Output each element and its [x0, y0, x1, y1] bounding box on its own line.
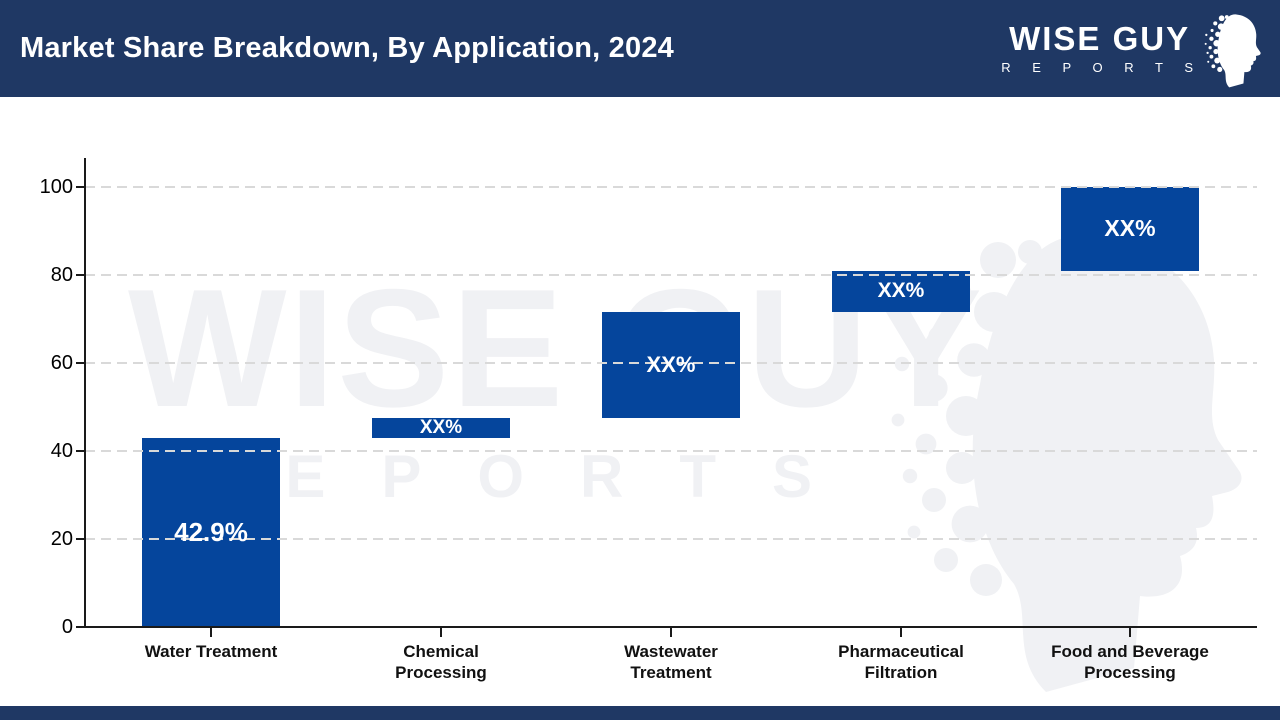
x-category-label-chemical-processing: Chemical Processing [326, 641, 556, 683]
x-tick-mark [670, 628, 672, 637]
bar-pharmaceutical-filtration [832, 270, 970, 313]
x-category-line: Wastewater [624, 642, 718, 661]
x-category-line: Processing [1084, 663, 1176, 682]
x-category-label-water-treatment: Water Treatment [96, 641, 326, 662]
brand-name: WISE GUY [1009, 20, 1191, 58]
y-tick-label: 80 [50, 264, 73, 286]
y-tick-mark [76, 186, 85, 188]
bar-food-and-beverage-processing [1061, 187, 1199, 271]
x-category-line: Processing [395, 663, 487, 682]
y-tick-mark [76, 274, 85, 276]
bar-value-label: XX% [1104, 215, 1156, 242]
y-axis-line [84, 158, 86, 628]
x-category-label-food-and-beverage-processing: Food and Beverage Processing [1015, 641, 1245, 683]
x-axis-line [84, 626, 1257, 628]
y-tick-mark [76, 626, 85, 628]
x-category-line: Treatment [630, 663, 712, 682]
bar-value-label: XX% [646, 351, 696, 377]
y-tick-label: 60 [50, 352, 73, 374]
x-category-line: Filtration [864, 663, 938, 682]
y-tick-mark [76, 362, 85, 364]
x-tick-mark [1129, 628, 1131, 637]
x-category-line: Food and Beverage [1051, 642, 1209, 661]
chart-area: WISE GUY REPORTS 42.9% XX% XX% XX% XX% 0 20 40 6… [0, 97, 1280, 706]
footer-bar [0, 706, 1280, 720]
brand-head-icon [1204, 13, 1261, 87]
bar-value-label: XX% [877, 279, 925, 303]
bar-value-label: XX% [419, 416, 463, 438]
gridline-y-100 [85, 186, 1257, 188]
gridline-y-80 [85, 274, 1257, 276]
brand-logo: WISE GUY R E P O R T S [997, 9, 1262, 89]
y-tick-label: 40 [50, 440, 73, 462]
watermark-reports: REPORTS [186, 443, 869, 510]
brand-logo-text: WISE GUY R E P O R T S [997, 22, 1202, 75]
y-tick-label: 100 [39, 176, 73, 198]
x-category-line: Pharmaceutical [838, 642, 964, 661]
gridline-y-40 [85, 450, 1257, 452]
x-tick-mark [210, 628, 212, 637]
x-category-line: Water Treatment [144, 642, 278, 661]
x-tick-mark [900, 628, 902, 637]
page-title: Market Share Breakdown, By Application, … [20, 32, 674, 64]
y-tick-label: 20 [50, 528, 73, 550]
x-category-label-wastewater-treatment: Wastewater Treatment [556, 641, 786, 683]
x-tick-mark [440, 628, 442, 637]
y-tick-label: 0 [61, 616, 73, 638]
bar-chemical-processing [372, 417, 510, 439]
watermark-head-icon [891, 235, 1242, 692]
gridline-y-60 [85, 362, 1257, 364]
brand-subtitle: R E P O R T S [1001, 59, 1202, 75]
gridline-y-20 [85, 538, 1257, 540]
y-tick-mark [76, 450, 85, 452]
bar-wastewater-treatment [602, 312, 740, 418]
x-category-label-pharmaceutical-filtration: Pharmaceutical Filtration [786, 641, 1016, 683]
x-category-line: Chemical [403, 642, 479, 661]
bar-water-treatment [142, 438, 280, 627]
header: Market Share Breakdown, By Application, … [0, 0, 1280, 97]
y-tick-mark [76, 538, 85, 540]
bar-value-label: 42.9% [174, 517, 248, 548]
